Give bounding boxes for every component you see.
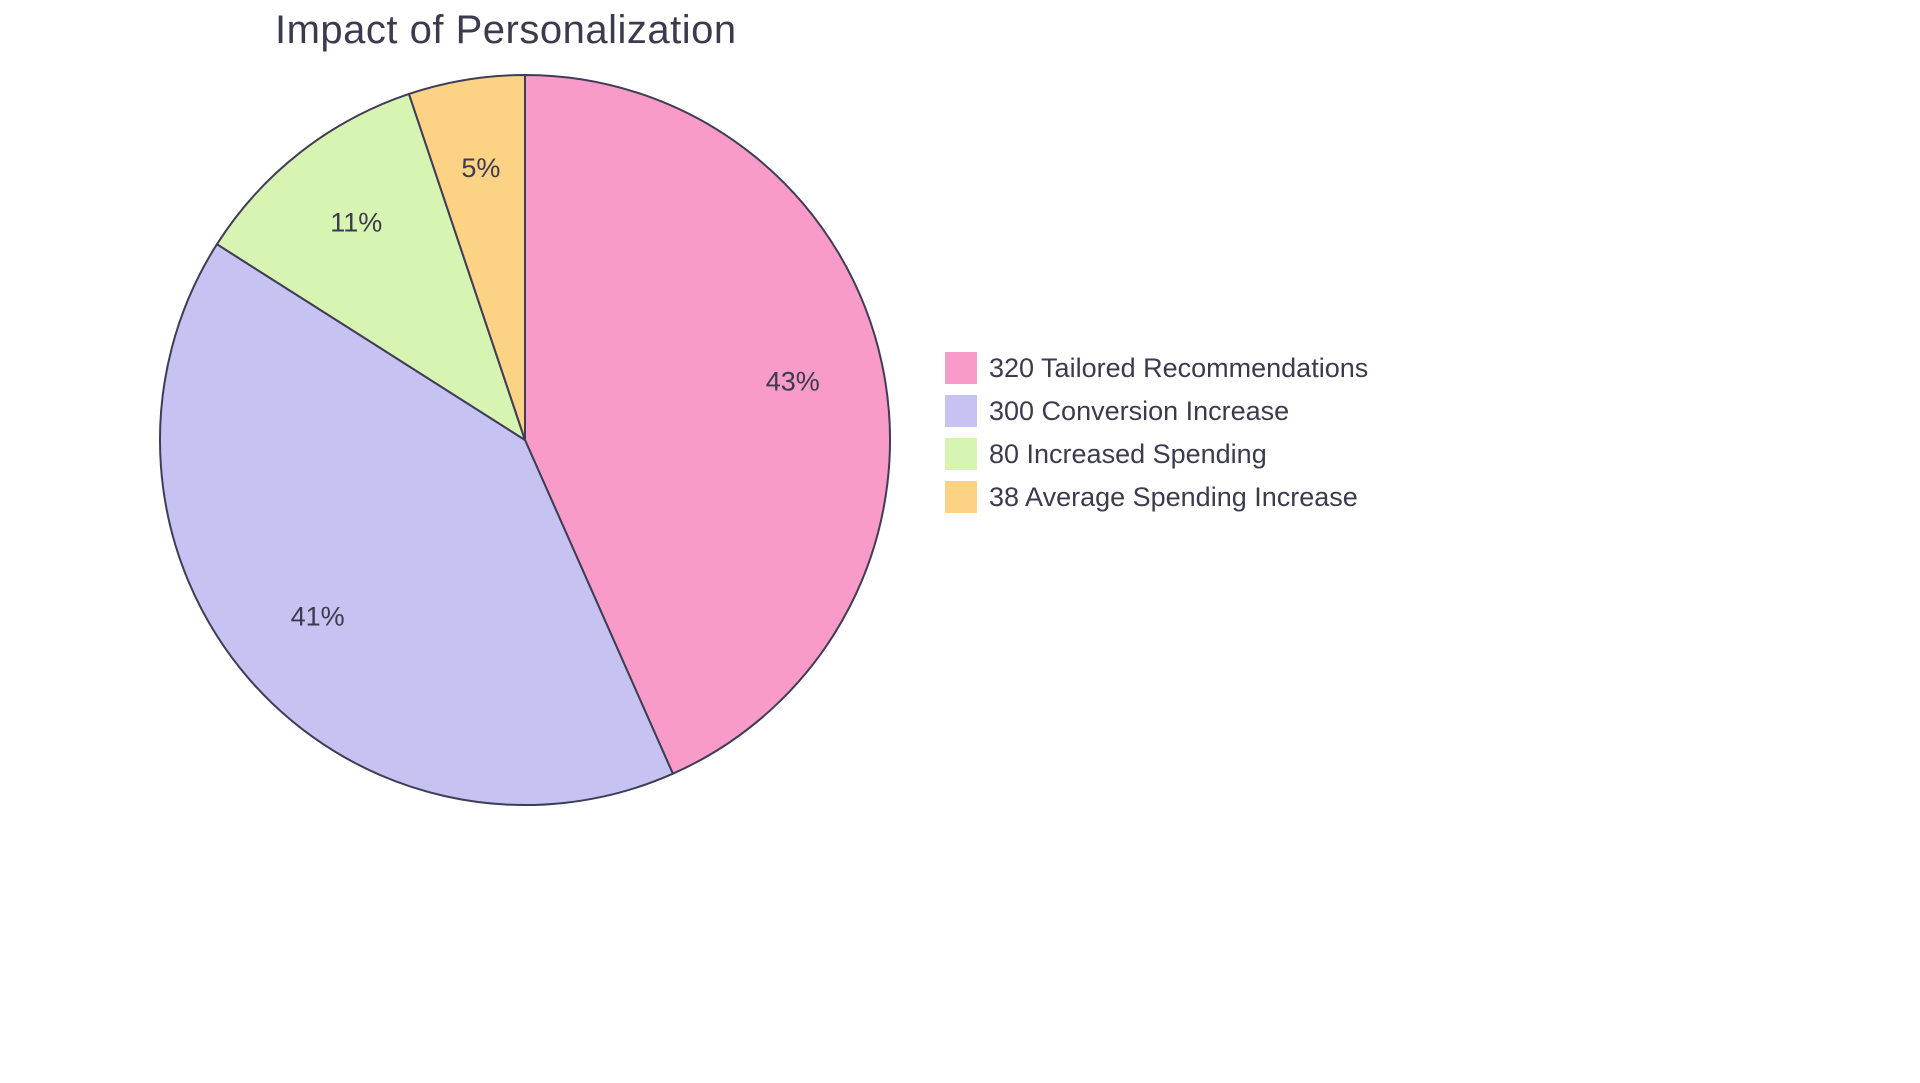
pie-slice (524, 74, 891, 775)
legend-label: 80 Increased Spending (989, 438, 1267, 469)
slice-percent-label: 41% (291, 602, 345, 632)
legend-swatch (945, 352, 977, 384)
pie-slice (215, 92, 526, 441)
legend-item: 80 Increased Spending (945, 438, 1368, 470)
legend-item: 38 Average Spending Increase (945, 481, 1368, 513)
legend-swatch (945, 481, 977, 513)
chart-legend: 320 Tailored Recommendations 300 Conversi… (945, 352, 1368, 513)
slice-percent-label: 11% (330, 208, 382, 238)
legend-label: 38 Average Spending Increase (989, 481, 1358, 512)
chart-title: Impact of Personalization (275, 8, 737, 52)
legend-label: 300 Conversion Increase (989, 395, 1290, 426)
slice-percent-label: 43% (766, 366, 820, 396)
legend-swatch (945, 395, 977, 427)
legend-label: 320 Tailored Recommendations (989, 352, 1369, 383)
legend-swatch (945, 438, 977, 470)
slice-percent-label: 5% (461, 153, 500, 183)
legend-item: 300 Conversion Increase (945, 395, 1368, 427)
pie-slice (158, 243, 674, 806)
pie-slice (407, 74, 526, 441)
legend-item: 320 Tailored Recommendations (945, 352, 1368, 384)
